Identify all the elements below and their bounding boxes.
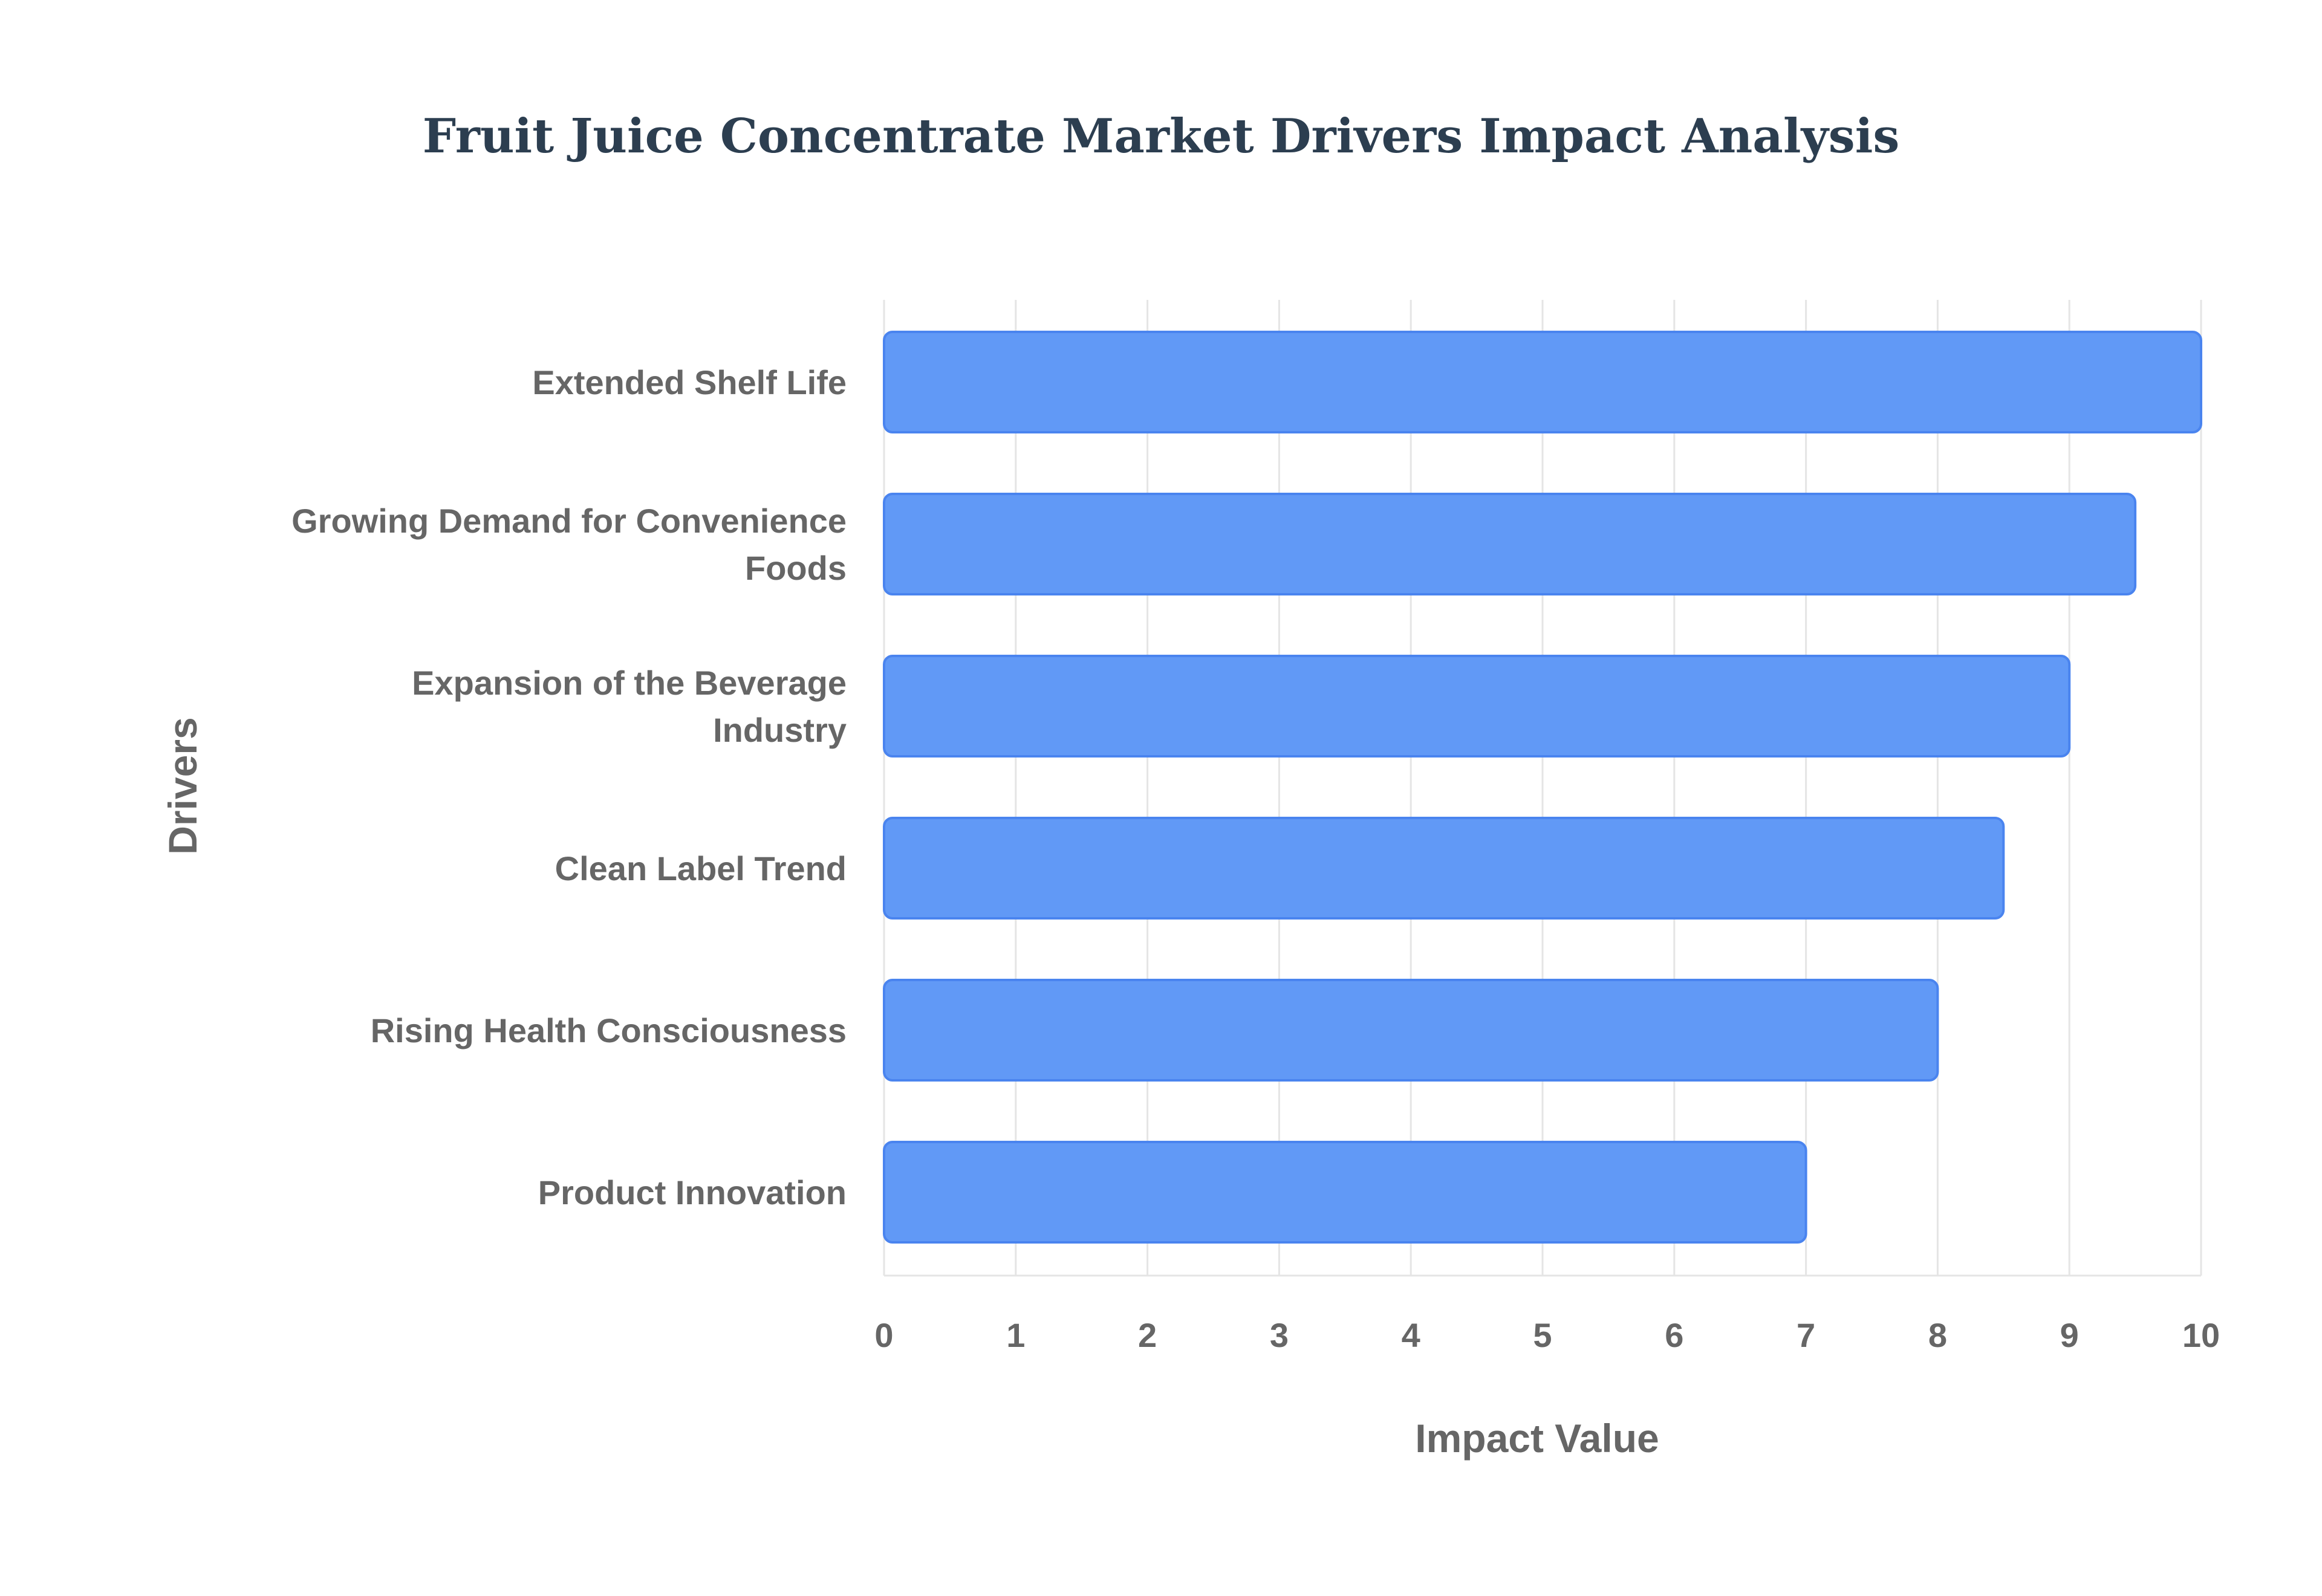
x-tick-label: 0	[874, 1316, 893, 1354]
category-label-line: Expansion of the Beverage	[412, 664, 847, 702]
x-tick-label: 4	[1402, 1316, 1420, 1354]
bar[interactable]	[883, 655, 2071, 757]
y-axis-title: Drivers	[160, 717, 205, 855]
x-tick-label: 9	[2060, 1316, 2079, 1354]
bar[interactable]	[883, 817, 2005, 920]
bar[interactable]	[883, 1141, 1807, 1244]
x-tick-label: 6	[1665, 1316, 1683, 1354]
category-label-line: Industry	[713, 711, 847, 749]
bar[interactable]	[883, 493, 2137, 595]
x-tick-label: 8	[1928, 1316, 1947, 1354]
category-label-line: Growing Demand for Convenience	[291, 502, 847, 540]
x-tick-label: 2	[1138, 1316, 1157, 1354]
x-tick-label: 3	[1270, 1316, 1289, 1354]
bar[interactable]	[883, 331, 2202, 433]
x-tick-labels: 0 1 2 3 4 5 6 7 8 9 10	[874, 1316, 2220, 1354]
category-label-line: Rising Health Consciousness	[371, 1011, 847, 1049]
bar[interactable]	[883, 979, 1939, 1082]
category-label-line: Clean Label Trend	[555, 849, 847, 887]
category-label-line: Product Innovation	[538, 1173, 847, 1212]
chart-title: Fruit Juice Concentrate Market Drivers I…	[423, 109, 1900, 164]
x-tick-label: 7	[1797, 1316, 1815, 1354]
x-tick-label: 5	[1533, 1316, 1552, 1354]
category-label: Rising Health Consciousness	[371, 1011, 847, 1049]
category-label: Clean Label Trend	[555, 849, 847, 887]
x-axis-title: Impact Value	[1415, 1416, 1659, 1461]
grid-lines	[883, 300, 2202, 1277]
category-label: Growing Demand for Convenience Foods	[291, 502, 847, 587]
x-tick-label: 10	[2182, 1316, 2220, 1354]
category-label-line: Foods	[745, 549, 847, 587]
category-label: Extended Shelf Life	[532, 363, 847, 401]
category-label: Expansion of the Beverage Industry	[412, 664, 847, 749]
category-label: Product Innovation	[538, 1173, 847, 1212]
category-labels: Extended Shelf Life Growing Demand for Co…	[291, 363, 847, 1212]
category-label-line: Extended Shelf Life	[532, 363, 847, 401]
bars	[883, 331, 2202, 1244]
x-tick-label: 1	[1006, 1316, 1025, 1354]
